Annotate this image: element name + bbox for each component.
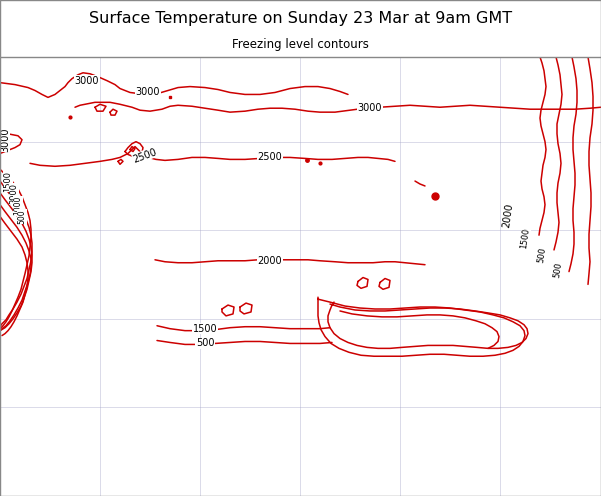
Text: 1500: 1500 <box>4 171 13 191</box>
Text: 3000: 3000 <box>358 103 382 113</box>
Text: 3000: 3000 <box>136 87 160 98</box>
Text: Surface Temperature on Sunday 23 Mar at 9am GMT: Surface Temperature on Sunday 23 Mar at … <box>89 11 512 26</box>
Text: 1500: 1500 <box>193 324 218 334</box>
Text: 1000: 1000 <box>13 196 22 215</box>
Text: 500: 500 <box>196 338 214 349</box>
Text: Freezing level contours: Freezing level contours <box>232 38 369 51</box>
Text: 2500: 2500 <box>258 152 282 162</box>
Text: 2000: 2000 <box>10 184 19 204</box>
Text: 3000: 3000 <box>0 127 10 152</box>
Text: 2500: 2500 <box>132 146 158 164</box>
Text: 500: 500 <box>537 247 548 263</box>
Text: 1500: 1500 <box>519 227 531 249</box>
Text: 2000: 2000 <box>258 256 282 266</box>
Text: 500: 500 <box>17 209 26 224</box>
Text: 500: 500 <box>552 261 564 278</box>
Bar <box>0 57 601 496</box>
Text: 2000: 2000 <box>501 202 514 228</box>
Text: 3000: 3000 <box>75 76 99 86</box>
